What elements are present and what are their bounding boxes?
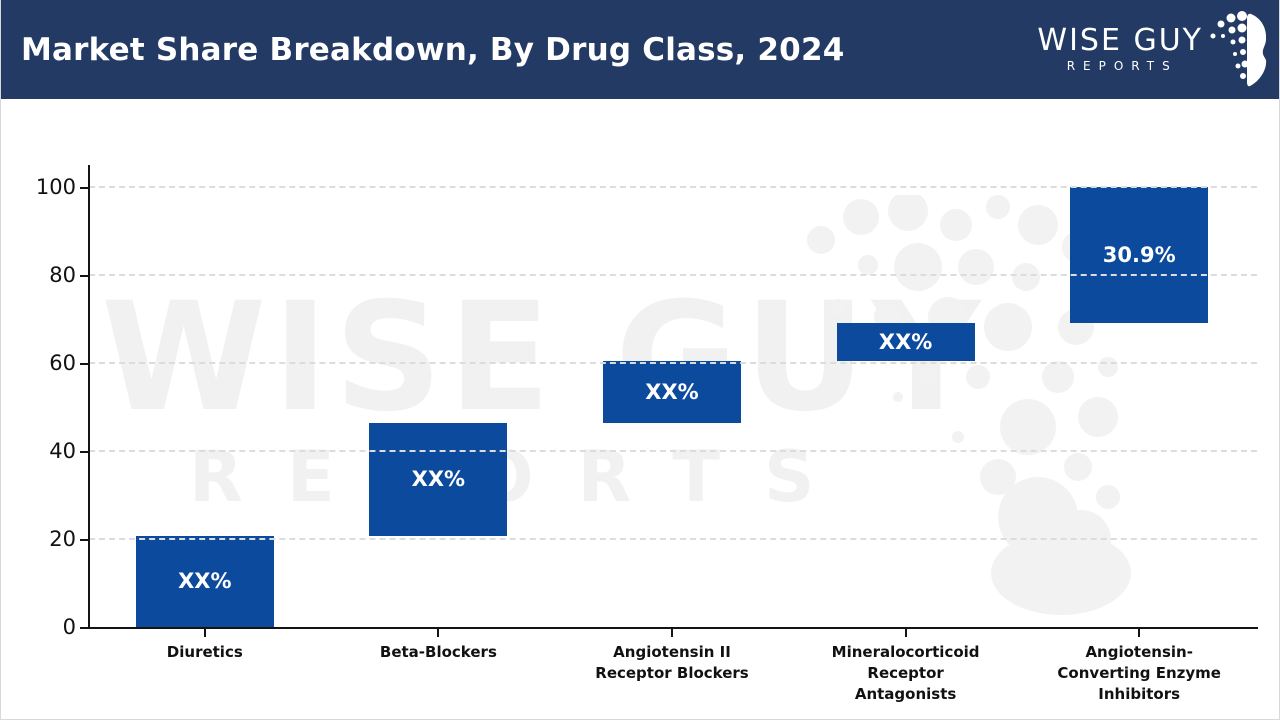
gridline-20 bbox=[89, 538, 1257, 540]
bar-value-label: 30.9% bbox=[1102, 242, 1176, 267]
page-title: Market Share Breakdown, By Drug Class, 2… bbox=[21, 31, 845, 68]
gridline-60 bbox=[89, 362, 1257, 364]
y-tick-mark bbox=[80, 451, 88, 453]
gridline-80 bbox=[89, 274, 1257, 276]
y-tick-mark bbox=[80, 627, 88, 629]
x-tick-mark bbox=[203, 629, 206, 637]
x-category-label: Mineralocorticoid Receptor Antagonists bbox=[831, 643, 980, 703]
y-tick-label: 20 bbox=[49, 527, 76, 551]
x-category-label: Angiotensin- Converting Enzyme Inhibitors bbox=[1057, 643, 1221, 703]
brand-head-icon bbox=[1210, 10, 1267, 86]
bar-value-label: XX% bbox=[878, 330, 933, 355]
y-tick-mark bbox=[80, 363, 88, 365]
x-tick-mark bbox=[1138, 629, 1141, 637]
y-tick-mark bbox=[80, 539, 88, 541]
header: Market Share Breakdown, By Drug Class, 2… bbox=[1, 0, 1279, 99]
y-tick-label: 80 bbox=[49, 263, 76, 287]
y-tick-mark bbox=[80, 187, 88, 189]
x-axis-line bbox=[88, 627, 1258, 629]
y-tick-label: 100 bbox=[35, 175, 76, 199]
watermark-head-icon bbox=[807, 195, 1131, 615]
bar-1 bbox=[135, 535, 274, 627]
y-tick-label: 60 bbox=[49, 351, 76, 375]
brand-logo: WISE GUY REPORTS bbox=[1037, 10, 1279, 90]
y-tick-mark bbox=[80, 275, 88, 277]
bar-value-label: XX% bbox=[645, 380, 699, 405]
x-tick-mark bbox=[671, 629, 673, 637]
y-tick-label: 40 bbox=[49, 439, 76, 463]
bar-value-label: XX% bbox=[178, 569, 232, 594]
y-axis-line bbox=[88, 165, 90, 629]
bar-4 bbox=[836, 322, 975, 362]
gridline-40 bbox=[89, 450, 1257, 452]
x-category-label: Diuretics bbox=[166, 643, 243, 661]
bar-5 bbox=[1070, 187, 1209, 323]
bar-2 bbox=[369, 422, 508, 536]
x-tick-mark bbox=[904, 629, 907, 637]
x-category-label: Beta-Blockers bbox=[379, 643, 497, 661]
brand-wordmark: WISE GUY bbox=[1037, 23, 1203, 58]
bar-value-label: XX% bbox=[411, 467, 466, 492]
brand-reports: REPORTS bbox=[1066, 59, 1178, 73]
bar-3 bbox=[603, 361, 741, 423]
brand-text: WISE GUY REPORTS bbox=[1037, 23, 1203, 74]
x-category-label: Angiotensin II Receptor Blockers bbox=[595, 643, 749, 682]
y-tick-label: 0 bbox=[62, 615, 76, 639]
gridline-100 bbox=[89, 186, 1257, 188]
x-tick-mark bbox=[437, 629, 440, 637]
